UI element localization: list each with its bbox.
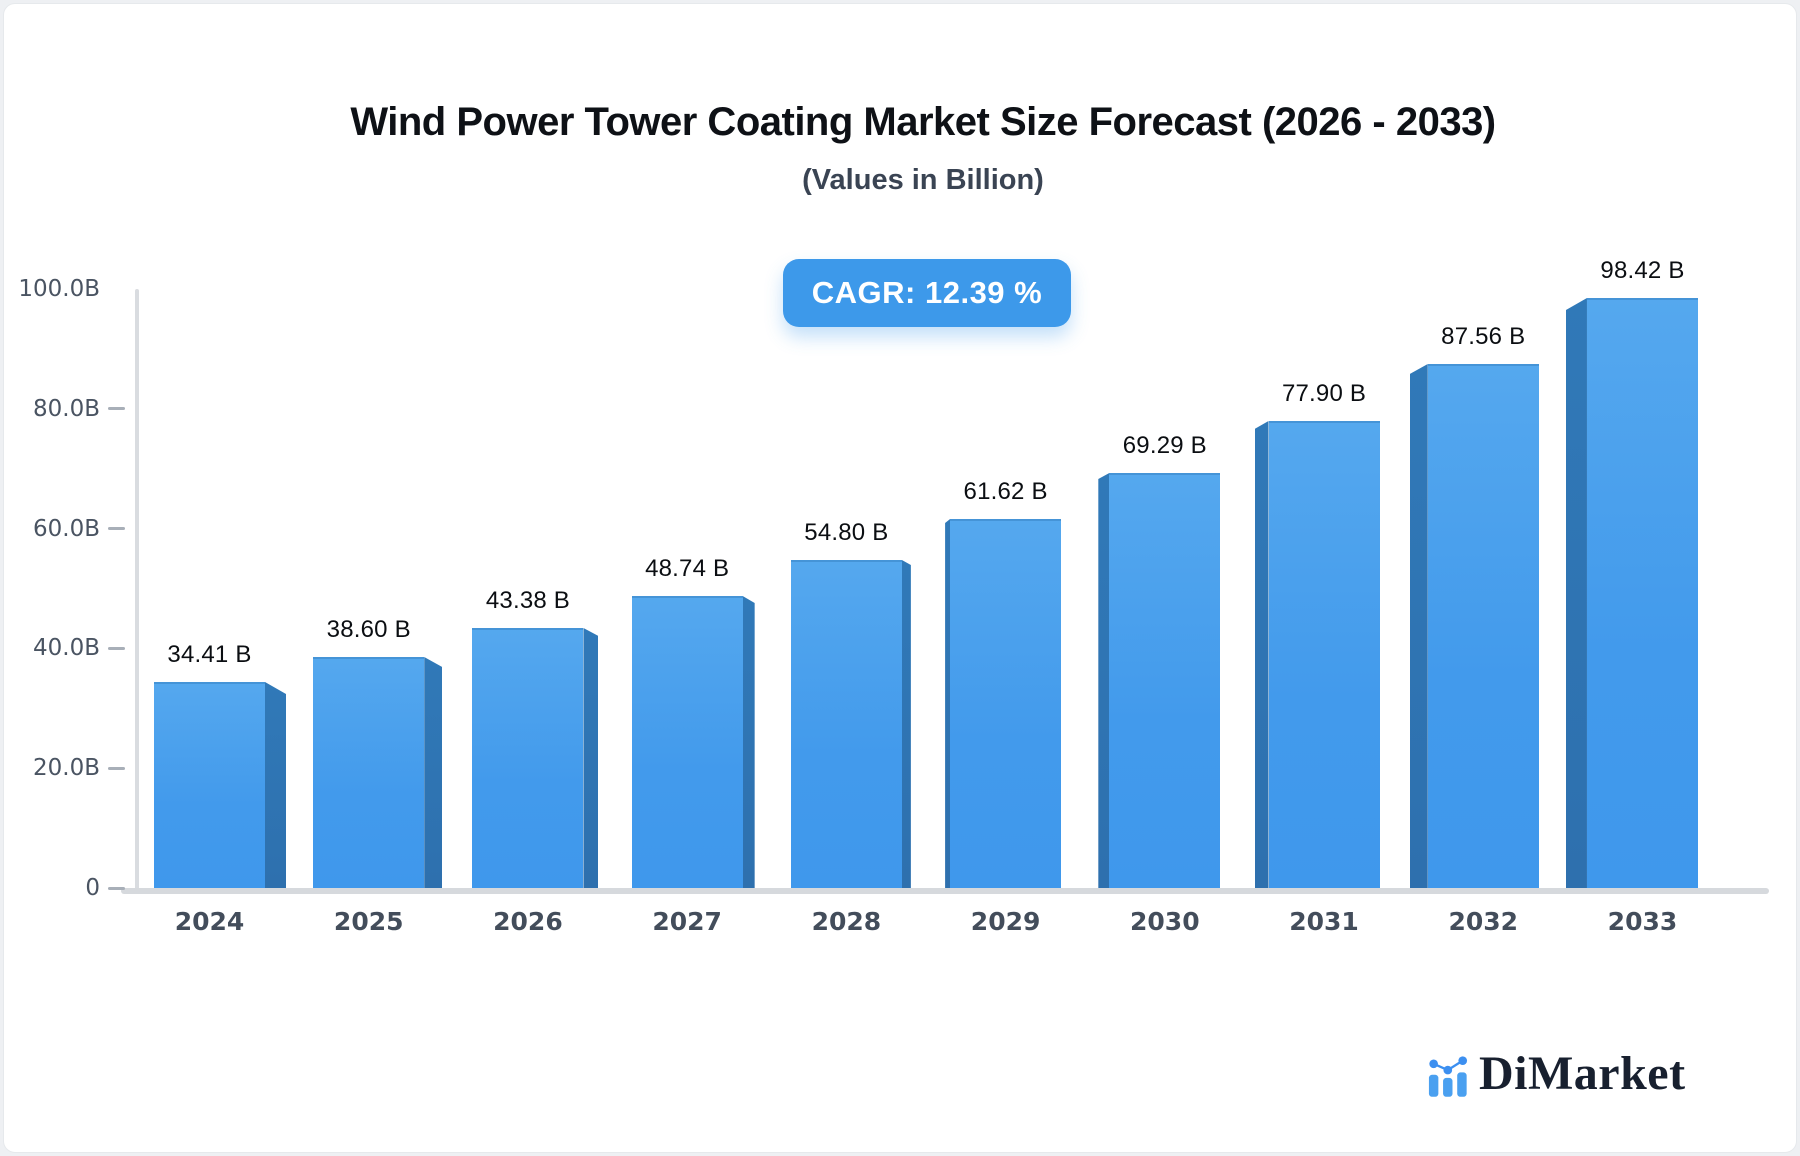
bar-face [154,682,265,888]
y-axis-tick [108,646,125,650]
bar-3d-side [265,682,286,888]
bar-value-label: 77.90 B [1281,380,1367,407]
bar-2028 [790,560,911,888]
bar-3d-side [901,560,911,888]
bar-value-label: 87.56 B [1441,323,1526,350]
x-axis-label: 2029 [970,907,1041,936]
bar-3d-side [945,519,951,888]
bar-face [1109,473,1221,888]
bar-face [631,596,743,888]
bar-3d-side [1254,421,1269,888]
y-axis-label: 40.0B [33,635,100,662]
cagr-badge-label: CAGR: 12.39 % [811,275,1043,310]
bar-face [790,560,902,888]
x-axis-label: 2030 [1130,907,1200,936]
bar-2024 [154,682,286,888]
page-title: Wind Power Tower Coating Market Size For… [350,100,1496,144]
bar-3d-side [424,657,443,888]
bar-2029 [945,519,1062,888]
chart-card: Wind Power Tower Coating Market Size For… [3,3,1797,1153]
bar-3d-side [1098,473,1110,888]
x-axis-label: 2027 [652,907,722,936]
x-axis-baseline [121,888,1769,894]
y-axis-tick [108,766,125,770]
x-axis-label: 2025 [333,907,404,936]
page-subtitle: (Values in Billion) [802,164,1044,196]
bar-3d-side [583,628,599,888]
y-axis-tick [108,407,125,411]
x-axis-label: 2033 [1607,907,1678,936]
cagr-badge: CAGR: 12.39 % [783,259,1071,327]
bar-face [472,628,584,888]
x-axis-label: 2032 [1448,907,1519,936]
brand-logo: DiMarket [1425,1046,1686,1098]
bar-2030 [1098,473,1221,888]
bar-chart: 100.0B 80.0B 60.0B 40.0B 20.0B 0 34.41 B 2024 38… [4,4,1796,1152]
x-axis-label: 2026 [493,907,563,936]
y-axis-label: 80.0B [33,395,100,422]
bar-2033 [1565,298,1698,888]
bar-value-label: 34.41 B [167,641,252,668]
bar-value-label: 43.38 B [485,587,570,614]
chart-header: Wind Power Tower Coating Market Size For… [50,98,1796,198]
bar-face [950,519,1062,888]
y-axis-tick [108,886,125,890]
bar-2027 [631,596,755,888]
y-axis-line [135,289,139,894]
bar-3d-side [1565,298,1587,888]
bar-face [1586,298,1698,888]
bar-value-label: 54.80 B [804,519,889,546]
bar-value-label: 98.42 B [1600,257,1685,284]
bar-2026 [472,628,599,888]
bar-2032 [1409,364,1539,888]
y-axis-label: 100.0B [18,276,100,302]
bar-3d-side [1409,364,1428,888]
bar-value-label: 61.62 B [963,478,1048,505]
x-axis-label: 2028 [811,907,882,936]
bar-value-label: 69.29 B [1122,432,1207,459]
bar-face [1268,421,1380,888]
y-axis-tick [108,527,125,531]
bar-3d-side [742,596,755,888]
x-axis-label: 2024 [174,907,245,936]
brand-logo-text: DiMarket [1479,1047,1686,1100]
mini-bar-line-chart-icon [1428,1056,1468,1097]
x-axis-label: 2031 [1289,907,1359,936]
y-axis-label: 60.0B [33,515,100,542]
bar-2025 [313,657,443,888]
y-axis-label: 20.0B [33,755,100,782]
bar-2031 [1254,421,1380,888]
bar-face [1427,364,1539,888]
bar-face [313,657,425,888]
bar-value-label: 48.74 B [645,555,730,582]
y-axis-label: 0 [85,875,100,901]
bar-value-label: 38.60 B [326,616,411,643]
